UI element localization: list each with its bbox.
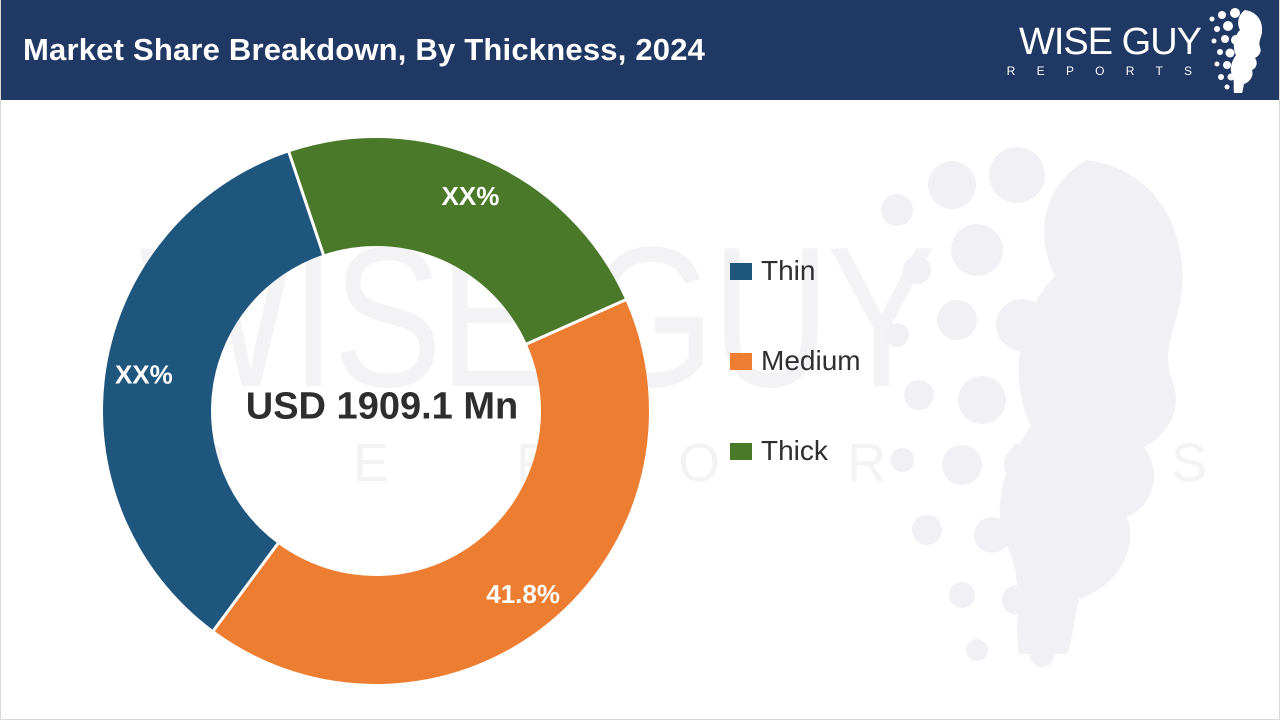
- segment-label-thick: XX%: [442, 181, 500, 211]
- segment-divider: [524, 298, 627, 347]
- legend: Thin Medium Thick: [730, 257, 861, 465]
- legend-label: Thick: [761, 435, 828, 466]
- brand-name: WISE GUY: [1018, 20, 1202, 63]
- legend-swatch: [730, 352, 752, 370]
- watermark-face: [881, 147, 1183, 667]
- donut-segment-thin: [102, 152, 324, 631]
- legend-swatch: [730, 262, 752, 280]
- segment-divider: [211, 541, 281, 633]
- donut-center-value: USD 1909.1 Mn: [245, 385, 519, 428]
- legend-item-medium: Medium: [730, 347, 861, 375]
- donut-chart: XX% 41.8% XX%: [102, 138, 649, 684]
- brand-text: WISE GUY R E P O R T S: [1006, 20, 1202, 78]
- legend-item-thin: Thin: [730, 257, 861, 285]
- brand-face-icon: [1209, 8, 1263, 93]
- brand-logo: WISE GUY R E P O R T S: [1007, 7, 1263, 93]
- segment-label-medium: 41.8%: [486, 579, 560, 609]
- legend-label: Thin: [761, 255, 816, 286]
- page-title: Market Share Breakdown, By Thickness, 20…: [23, 32, 706, 67]
- segment-divider: [287, 150, 326, 257]
- segment-label-thin: XX%: [115, 359, 173, 389]
- brand-tagline: R E P O R T S: [1006, 63, 1201, 78]
- donut-segment-thick: [288, 138, 626, 344]
- header-bar: Market Share Breakdown, By Thickness, 20…: [1, 0, 1279, 100]
- legend-swatch: [730, 442, 752, 460]
- donut-segment-medium: [213, 299, 649, 684]
- chart-area: WISE GUY R E P O R T S XX% 41.8% XX% USD 1…: [1, 100, 1279, 719]
- legend-label: Medium: [761, 345, 861, 376]
- legend-item-thick: Thick: [730, 437, 861, 465]
